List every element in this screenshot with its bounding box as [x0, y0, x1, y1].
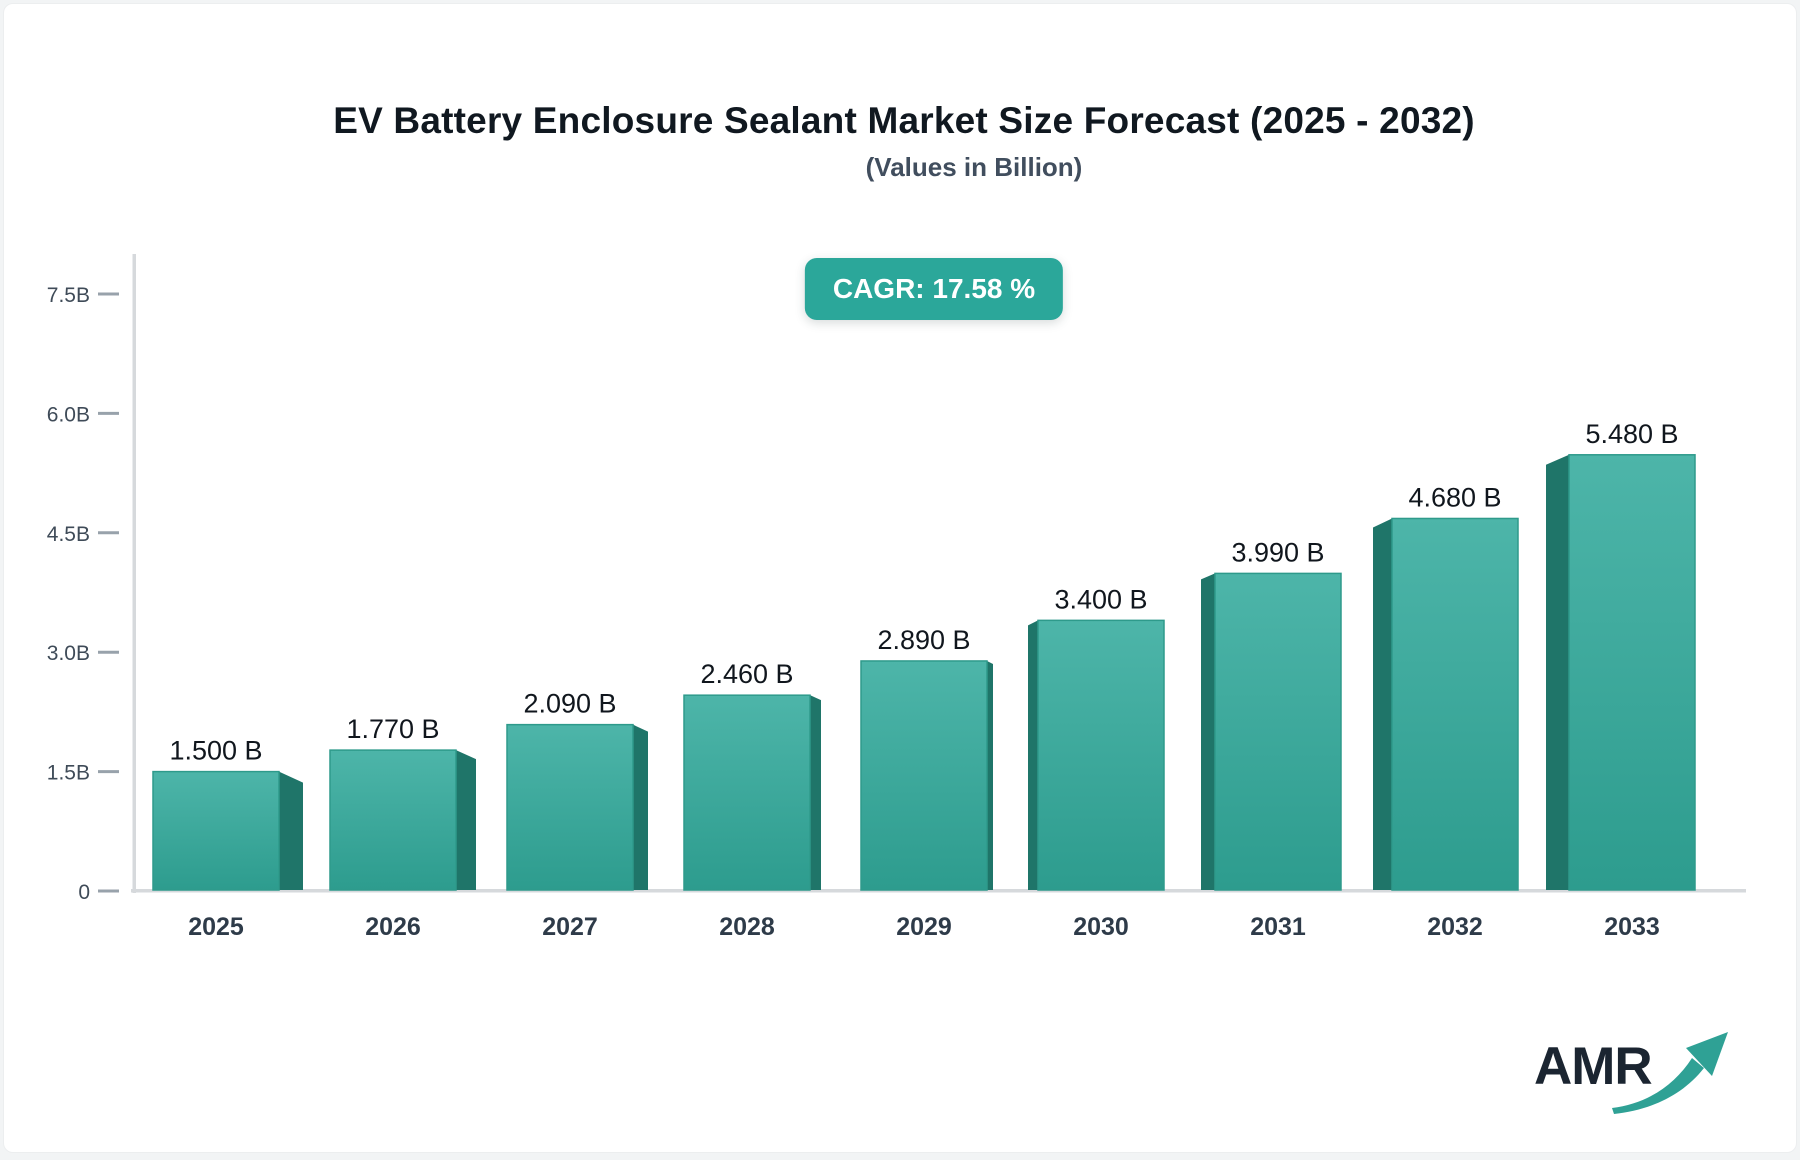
bar-value-label-2027: 2.090 B	[523, 689, 616, 719]
x-axis-label-2030: 2030	[1073, 913, 1129, 941]
bar-value-label-2028: 2.460 B	[700, 659, 793, 689]
bar-value-label-2025: 1.500 B	[169, 736, 262, 766]
x-axis-label-2025: 2025	[188, 913, 244, 941]
y-axis-tick-label: 3.0B	[47, 642, 90, 665]
y-axis-tick-label: 6.0B	[47, 403, 90, 426]
bar-side-2026	[456, 750, 476, 890]
bar-value-label-2032: 4.680 B	[1408, 482, 1501, 512]
x-axis-label-2032: 2032	[1427, 913, 1483, 941]
bar-side-2033	[1546, 454, 1569, 890]
bar-2031	[1214, 572, 1342, 891]
x-axis-label-2029: 2029	[896, 913, 952, 941]
y-axis-tick-label: 4.5B	[47, 523, 90, 546]
x-axis-label-2033: 2033	[1604, 913, 1660, 941]
bar-value-label-2029: 2.890 B	[877, 625, 970, 655]
chart-card: EV Battery Enclosure Sealant Market Size…	[3, 3, 1797, 1153]
bar-2029	[860, 660, 988, 891]
chart-title: EV Battery Enclosure Sealant Market Size…	[333, 100, 1475, 141]
chart-subtitle: (Values in Billion)	[865, 152, 1083, 182]
y-axis-tick-label: 1.5B	[47, 762, 90, 785]
bar-value-label-2031: 3.990 B	[1231, 537, 1324, 567]
bar-value-label-2030: 3.400 B	[1054, 584, 1147, 614]
x-axis-label-2026: 2026	[365, 913, 421, 941]
bar-chart: 7.5B 6.0B 4.5B 3.0B 1.5B 0 1.500 B 2025 1.770 B 2…	[47, 254, 1746, 941]
bar-2032	[1391, 517, 1519, 891]
x-axis-label-2028: 2028	[719, 913, 775, 941]
bar-side-2030	[1028, 620, 1038, 890]
bar-side-2031	[1201, 573, 1215, 890]
x-axis-label-2031: 2031	[1250, 913, 1306, 941]
bar-side-2028	[810, 695, 821, 890]
y-axis-line	[132, 254, 136, 893]
growth-arrow-icon	[1612, 1032, 1728, 1114]
x-axis-label-2027: 2027	[542, 913, 598, 941]
bar-2028	[683, 694, 811, 891]
bar-2027	[506, 723, 634, 891]
bar-side-2027	[633, 724, 648, 890]
y-axis-tick-label: 0	[78, 881, 90, 904]
y-axis-tick-label: 7.5B	[47, 284, 90, 307]
bar-2030	[1037, 619, 1165, 891]
amr-logo-text: AMR	[1534, 1037, 1653, 1096]
bar-side-2029	[987, 660, 993, 890]
bar-side-2032	[1373, 518, 1392, 890]
bar-value-label-2026: 1.770 B	[346, 714, 439, 744]
bar-2033	[1568, 454, 1696, 891]
bar-value-label-2033: 5.480 B	[1585, 419, 1678, 449]
bar-2026	[329, 749, 457, 891]
amr-logo: AMR	[1534, 1032, 1734, 1136]
bar-side-2025	[279, 771, 303, 890]
cagr-badge: CAGR: 17.58 %	[804, 258, 1064, 320]
bar-2025	[152, 770, 280, 891]
